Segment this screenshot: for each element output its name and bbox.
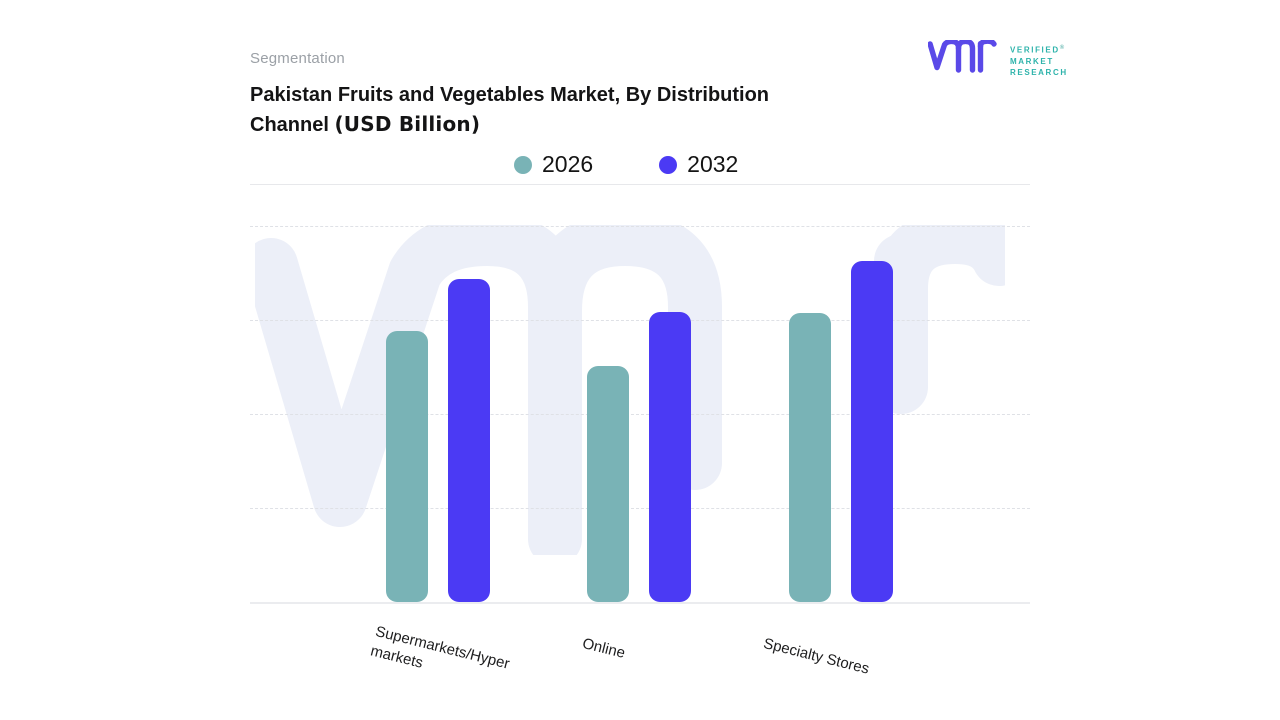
- brand-line-verified: VERIFIED: [1010, 45, 1060, 55]
- chart-legend: 2026 2032: [514, 151, 738, 178]
- bar-2026-supermarkets-hypermarkets: [386, 331, 428, 602]
- legend-item-2026: 2026: [514, 151, 593, 178]
- registered-mark: ®: [1059, 45, 1065, 51]
- bar-2032-supermarkets-hypermarkets: [448, 279, 490, 602]
- chart-title-units: (USD Billion): [334, 112, 481, 136]
- vmr-logo: VERIFIED® MARKET RESEARCH: [928, 40, 1068, 78]
- chart-title: Pakistan Fruits and Vegetables Market, B…: [250, 81, 850, 140]
- chart-title-line2: Channel: [250, 114, 329, 136]
- legend-dot-2026: [514, 155, 532, 174]
- eyebrow-label: Segmentation: [250, 50, 345, 67]
- vmr-logo-glyph-icon: [928, 40, 997, 73]
- x-axis-label: Supermarkets/Hypermarkets: [368, 622, 512, 673]
- brand-line-market: MARKET: [1010, 56, 1054, 66]
- bar-2032-online: [649, 312, 691, 602]
- brand-line-research: RESEARCH: [1010, 67, 1068, 77]
- chart-title-line1: Pakistan Fruits and Vegetables Market, B…: [250, 84, 770, 106]
- gridline: [250, 508, 1030, 509]
- gridline: [250, 414, 1030, 415]
- x-axis-label: Specialty Stores: [761, 634, 871, 678]
- legend-label-2032: 2032: [687, 151, 739, 177]
- x-axis-label: Online: [580, 634, 627, 662]
- gridline: [250, 226, 1030, 227]
- vmr-logo-text: VERIFIED® MARKET RESEARCH: [1010, 43, 1068, 78]
- bar-chart-plot-area: [250, 190, 1030, 604]
- bar-2026-online: [587, 366, 629, 602]
- legend-label-2026: 2026: [542, 151, 594, 177]
- legend-item-2032: 2032: [659, 151, 738, 178]
- header-divider: [250, 184, 1030, 185]
- bar-2032-specialty-stores: [851, 261, 893, 602]
- legend-dot-2032: [659, 155, 678, 174]
- gridline: [250, 320, 1030, 321]
- bar-2026-specialty-stores: [789, 313, 831, 602]
